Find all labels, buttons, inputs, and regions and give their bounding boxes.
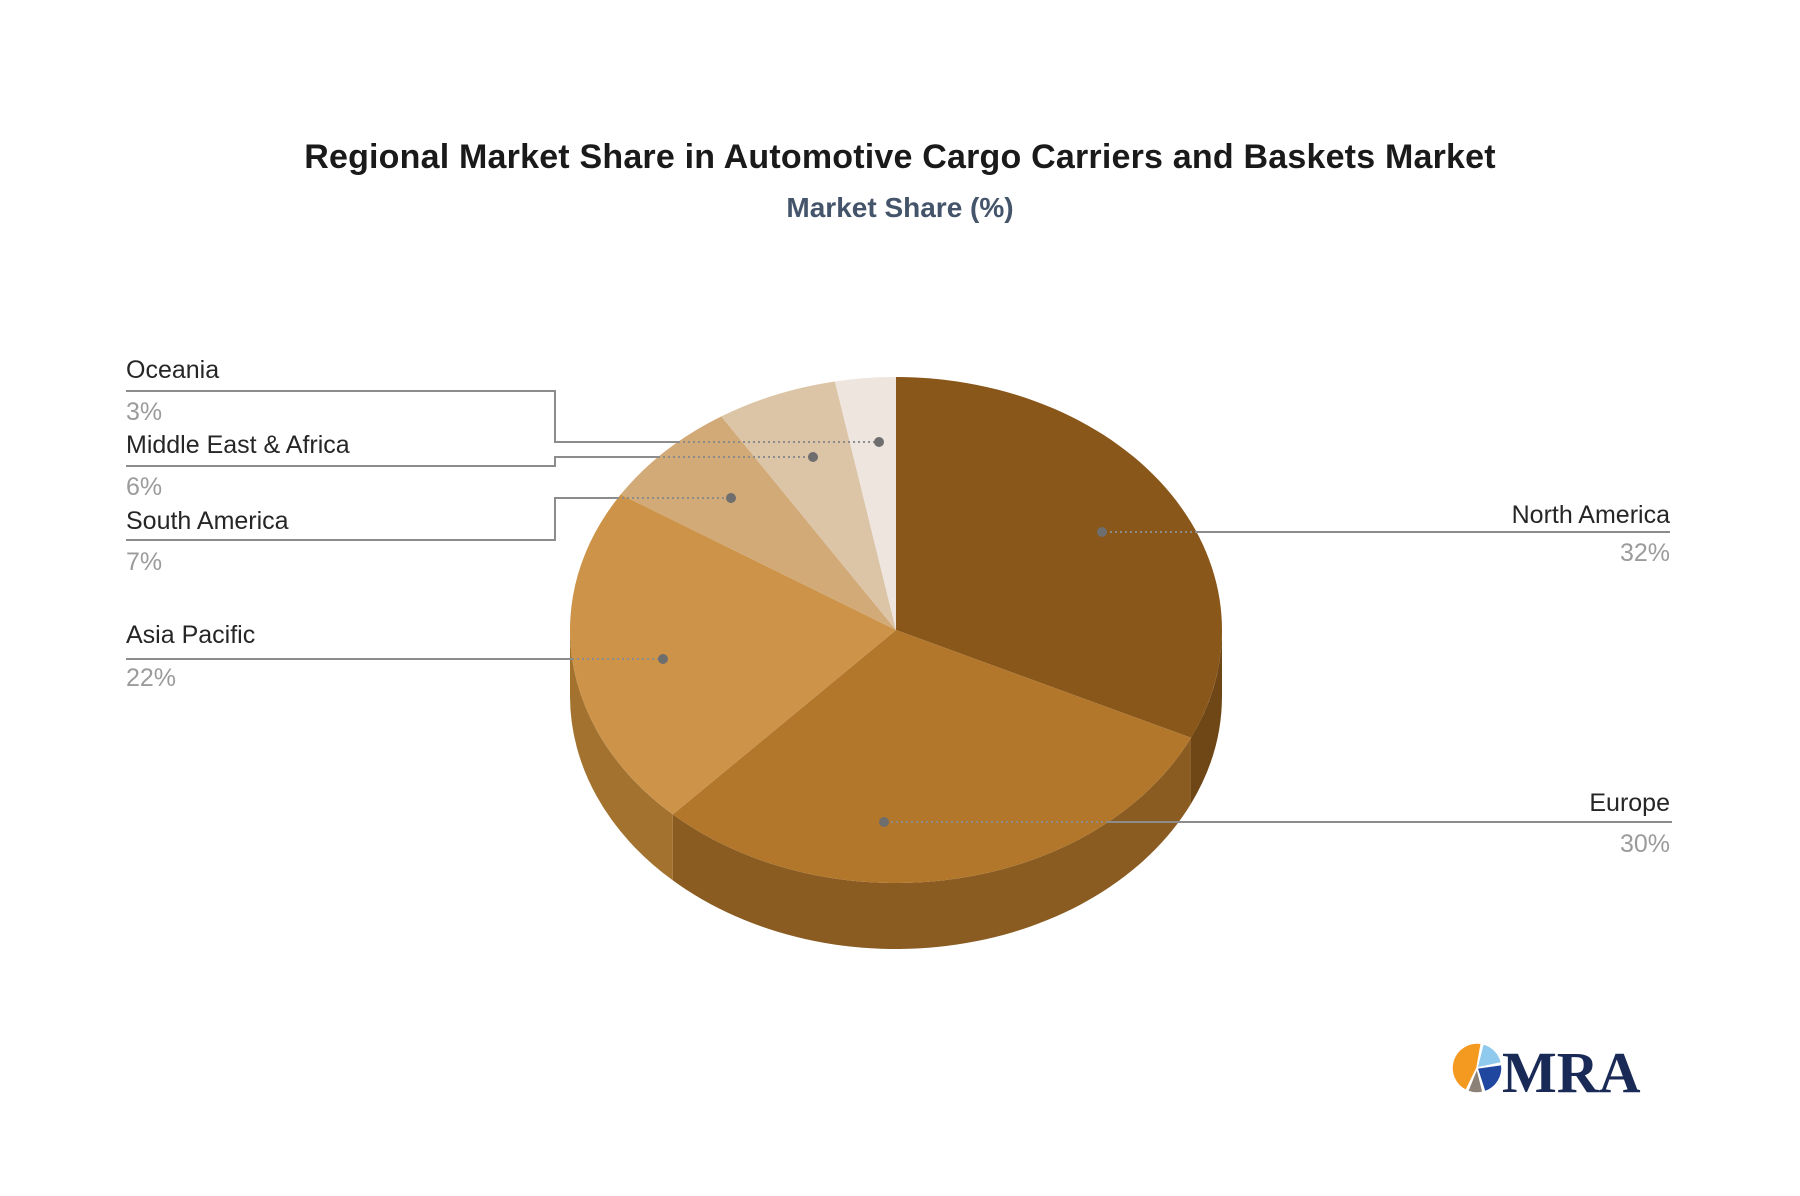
slice-percent-middle-east-africa: 6% bbox=[126, 473, 163, 501]
pie-side-north-america bbox=[1190, 630, 1222, 804]
slice-label-europe: Europe bbox=[1589, 789, 1670, 817]
pie-slice-north-america[interactable] bbox=[896, 377, 1222, 738]
slice-percent-north-america: 32% bbox=[1619, 539, 1670, 567]
leader-line-oceania bbox=[126, 390, 678, 443]
slice-label-asia-pacific: Asia Pacific bbox=[126, 621, 256, 649]
leader-dot-europe bbox=[879, 817, 889, 827]
slice-percent-asia-pacific: 22% bbox=[126, 664, 177, 692]
leader-dot-oceania bbox=[874, 437, 884, 447]
logo-slice-lightblue bbox=[1475, 1042, 1503, 1069]
chart-title: Regional Market Share in Automotive Carg… bbox=[304, 138, 1496, 176]
slice-label-north-america: North America bbox=[1511, 501, 1670, 529]
slice-label-south-america: South America bbox=[126, 507, 289, 535]
leader-line-middle-east-africa bbox=[126, 456, 658, 467]
pie-side-asia-pacific bbox=[570, 630, 673, 881]
logo-slice-taupe bbox=[1466, 1065, 1484, 1094]
brand-logo: MRA bbox=[1451, 1040, 1641, 1105]
pie-slice-middle-east-africa[interactable] bbox=[721, 381, 896, 630]
slice-percent-south-america: 7% bbox=[126, 548, 163, 576]
leader-dot-asia-pacific bbox=[658, 654, 668, 664]
pie-slice-asia-pacific[interactable] bbox=[570, 494, 896, 815]
chart-subtitle: Market Share (%) bbox=[786, 192, 1014, 223]
pie-slice-europe[interactable] bbox=[672, 630, 1191, 883]
logo-slice-orange bbox=[1451, 1042, 1483, 1092]
leader-dot-north-america bbox=[1097, 527, 1107, 537]
pie-slice-south-america[interactable] bbox=[620, 416, 896, 630]
pie-logo-icon bbox=[1451, 1042, 1503, 1094]
brand-logo-text: MRA bbox=[1502, 1040, 1641, 1105]
slice-label-middle-east-africa: Middle East & Africa bbox=[126, 431, 350, 459]
leader-dot-middle-east-africa bbox=[808, 452, 818, 462]
leader-dot-south-america bbox=[726, 493, 736, 503]
slice-percent-europe: 30% bbox=[1619, 830, 1670, 858]
logo-slice-navy bbox=[1476, 1063, 1503, 1093]
pie-side-europe bbox=[672, 737, 1191, 949]
slice-label-oceania: Oceania bbox=[126, 356, 220, 384]
leader-line-south-america bbox=[126, 497, 617, 541]
slice-percent-oceania: 3% bbox=[126, 398, 163, 426]
